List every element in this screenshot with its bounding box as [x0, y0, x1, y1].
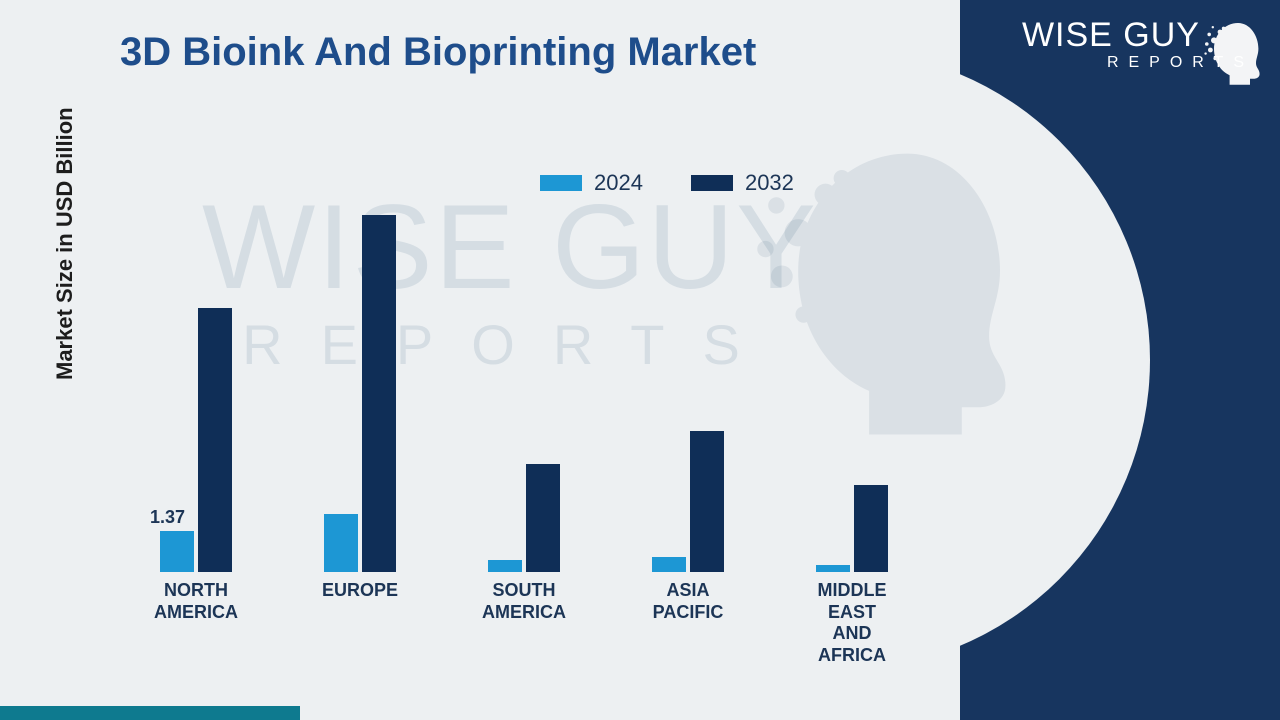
- category-label-north-america: NORTHAMERICA: [126, 580, 266, 623]
- chart-title: 3D Bioink And Bioprinting Market: [120, 30, 756, 75]
- brand-logo: WISE GUY REPORTS: [978, 18, 1258, 72]
- bar-2032-south-america: [526, 464, 560, 572]
- accent-bar: [0, 706, 300, 720]
- category-label-south-america: SOUTHAMERICA: [454, 580, 594, 623]
- category-label-mea: MIDDLEEASTANDAFRICA: [782, 580, 922, 666]
- bar-2024-europe: [324, 514, 358, 573]
- infographic-stage: WISE GUY REPORTS WISE GUY REPORTS 3D Bio: [0, 0, 1280, 720]
- bar-group-europe: [300, 212, 420, 572]
- brand-head-icon: [1202, 20, 1262, 86]
- bar-group-mea: [792, 212, 912, 572]
- bar-2024-south-america: [488, 560, 522, 572]
- legend-item-2032: 2032: [691, 170, 794, 196]
- legend-item-2024: 2024: [540, 170, 643, 196]
- legend-swatch-2024: [540, 175, 582, 191]
- category-label-europe: EUROPE: [290, 580, 430, 602]
- bar-2032-mea: [854, 485, 888, 572]
- legend-label-2032: 2032: [745, 170, 794, 196]
- category-label-asia-pacific: ASIAPACIFIC: [618, 580, 758, 623]
- bar-2032-europe: [362, 215, 396, 572]
- bar-2024-north-america: [160, 531, 194, 572]
- bar-2032-asia-pacific: [690, 431, 724, 572]
- bar-group-asia-pacific: [628, 212, 748, 572]
- value-label-2024-north-america: 1.37: [150, 507, 185, 528]
- legend: 2024 2032: [540, 170, 794, 196]
- bar-chart: NORTHAMERICAEUROPESOUTHAMERICAASIAPACIFI…: [100, 212, 930, 572]
- legend-swatch-2032: [691, 175, 733, 191]
- bar-2024-mea: [816, 565, 850, 573]
- bar-group-south-america: [464, 212, 584, 572]
- legend-label-2024: 2024: [594, 170, 643, 196]
- bar-2032-north-america: [198, 308, 232, 572]
- bar-2024-asia-pacific: [652, 557, 686, 572]
- y-axis-label: Market Size in USD Billion: [52, 107, 78, 380]
